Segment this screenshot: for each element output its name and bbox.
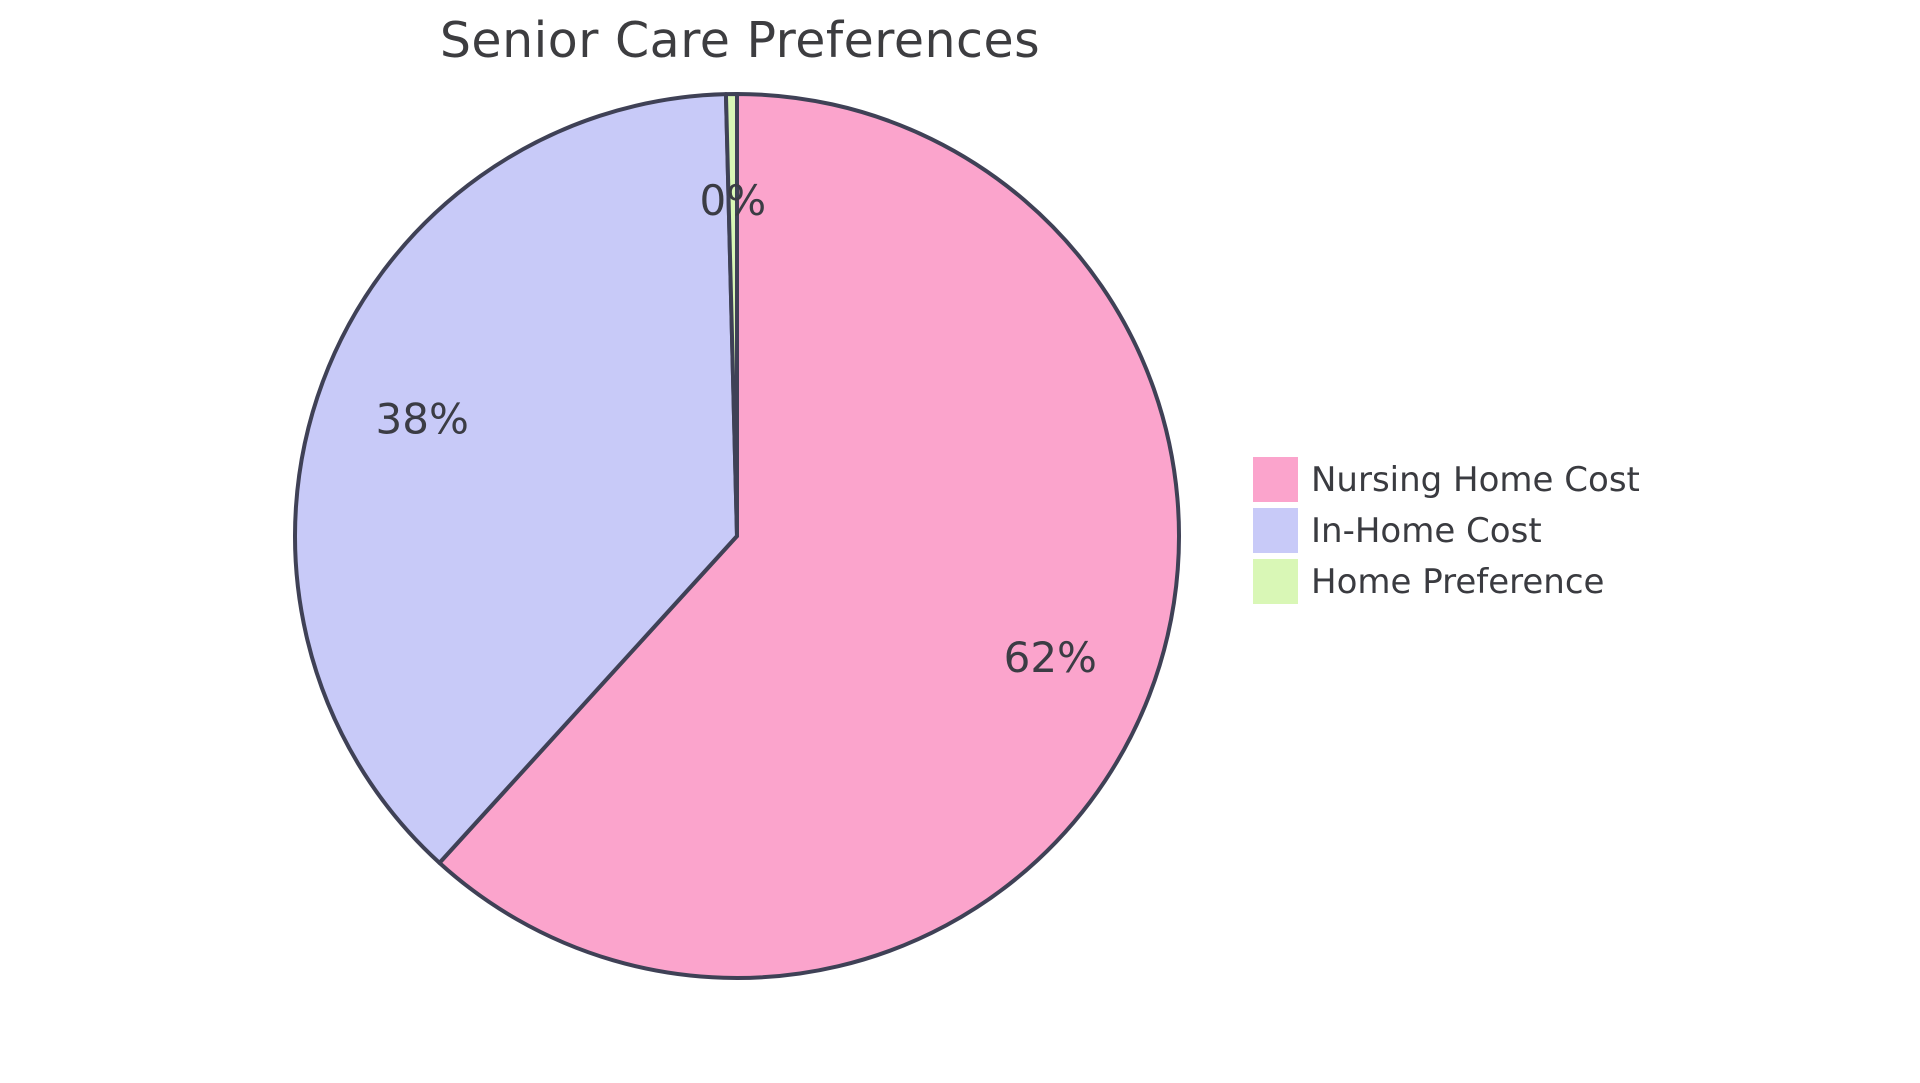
legend-label: Home Preference (1311, 561, 1605, 602)
legend-label: In-Home Cost (1311, 510, 1542, 551)
pie-slice-labels: 62% 38% 0% (376, 176, 1097, 682)
slice-percent-label: 0% (699, 176, 766, 225)
pie-slice-home-preference[interactable] (723, 92, 739, 538)
pie-slice-in-home-cost[interactable] (293, 92, 739, 865)
slice-percent-label: 38% (376, 395, 469, 444)
slice-percent-label: 62% (1004, 633, 1097, 682)
legend-label: Nursing Home Cost (1311, 459, 1640, 500)
chart-title: Senior Care Preferences (439, 12, 1041, 69)
legend-swatch (1253, 508, 1298, 553)
pie-slice-nursing-home-cost[interactable] (437, 92, 1181, 980)
legend-item-home-preference[interactable]: Home Preference (1253, 559, 1640, 604)
legend-swatch (1253, 457, 1298, 502)
legend-item-nursing-home-cost[interactable]: Nursing Home Cost (1253, 457, 1640, 502)
legend: Nursing Home Cost In-Home Cost Home Prefer… (1253, 457, 1640, 604)
legend-item-in-home-cost[interactable]: In-Home Cost (1253, 508, 1640, 553)
pie-slices (293, 92, 1181, 980)
legend-swatch (1253, 559, 1298, 604)
